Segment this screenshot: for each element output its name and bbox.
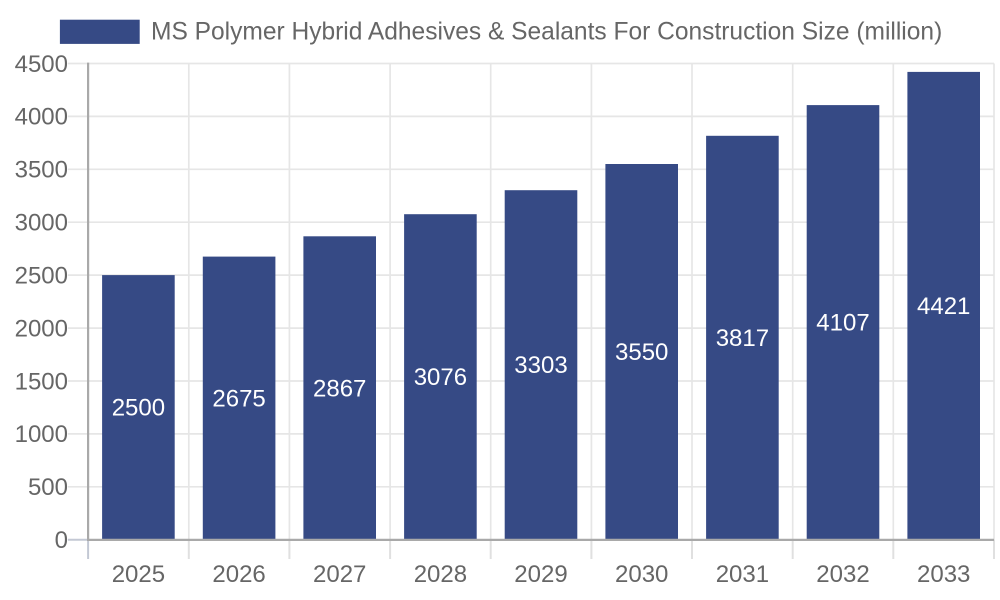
svg-text:2675: 2675 [212, 386, 265, 413]
svg-text:2500: 2500 [112, 395, 165, 422]
svg-text:2026: 2026 [212, 561, 265, 588]
svg-text:2030: 2030 [615, 561, 668, 588]
svg-text:4000: 4000 [15, 104, 68, 131]
svg-text:3817: 3817 [716, 325, 769, 352]
svg-text:2033: 2033 [917, 561, 970, 588]
svg-text:4500: 4500 [15, 51, 68, 78]
svg-text:0: 0 [55, 527, 68, 554]
svg-text:3500: 3500 [15, 157, 68, 184]
svg-text:4421: 4421 [917, 293, 970, 320]
svg-text:2000: 2000 [15, 315, 68, 342]
svg-text:2500: 2500 [15, 262, 68, 289]
svg-text:1000: 1000 [15, 421, 68, 448]
svg-text:2028: 2028 [414, 561, 467, 588]
svg-text:3076: 3076 [414, 364, 467, 391]
svg-text:2031: 2031 [716, 561, 769, 588]
svg-text:2027: 2027 [313, 561, 366, 588]
svg-text:500: 500 [28, 474, 68, 501]
svg-text:2029: 2029 [514, 561, 567, 588]
svg-text:3550: 3550 [615, 339, 668, 366]
svg-text:4107: 4107 [816, 310, 869, 337]
svg-text:3303: 3303 [514, 352, 567, 379]
svg-text:3000: 3000 [15, 210, 68, 237]
svg-text:2867: 2867 [313, 375, 366, 402]
svg-text:1500: 1500 [15, 368, 68, 395]
svg-text:MS Polymer Hybrid Adhesives &: MS Polymer Hybrid Adhesives & Sealants F… [151, 19, 942, 46]
svg-text:2032: 2032 [816, 561, 869, 588]
svg-text:2025: 2025 [112, 561, 165, 588]
